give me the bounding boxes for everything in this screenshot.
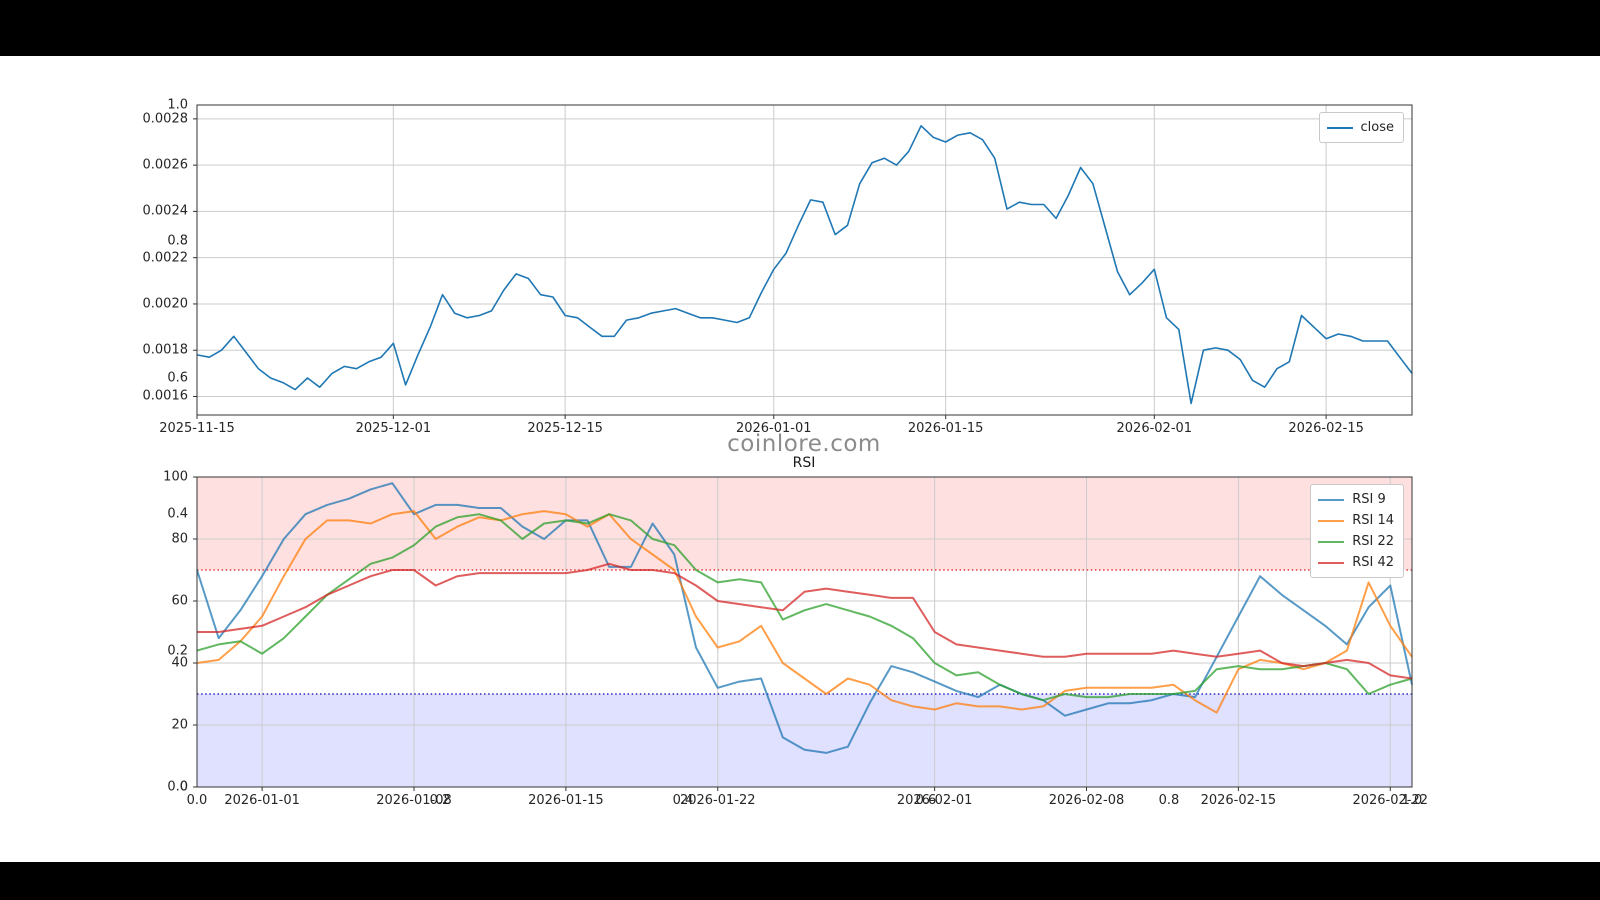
x-tick-label: 2026-01-01	[735, 421, 812, 436]
y-tick-label: 0	[179, 779, 188, 795]
legend-label-rsi22: RSI 22	[1352, 534, 1394, 549]
x-tick-label: 2026-01-15	[907, 421, 984, 436]
x-tick-label: 2026-01-08	[376, 793, 452, 808]
rsi22-line-swatch	[1318, 540, 1345, 543]
rsi42-line-swatch	[1318, 561, 1345, 564]
y-tick-label: 0.0022	[142, 250, 189, 266]
x-tick-label: 2025-12-15	[527, 421, 603, 436]
overlay-y-tick-label: 0.4	[167, 506, 188, 522]
rsi-legend: RSI 9 RSI 14 RSI 22 RSI 42	[1310, 484, 1404, 578]
y-tick-label: 100	[163, 469, 188, 485]
x-tick-label: 2026-01-15	[528, 793, 604, 808]
rsi14-line-swatch	[1318, 519, 1345, 522]
y-tick-label: 0.0016	[142, 388, 189, 404]
rsi-chart-plot	[193, 476, 1413, 791]
y-tick-label: 0.0020	[142, 296, 189, 312]
y-tick-label: 0.0026	[142, 157, 189, 173]
y-tick-label: 60	[171, 593, 188, 609]
legend-item-rsi42: RSI 42	[1318, 552, 1394, 573]
legend-label-rsi42: RSI 42	[1352, 555, 1394, 570]
x-tick-label: 2026-01-01	[224, 793, 300, 808]
x-tick-label: 2026-02-01	[1116, 421, 1193, 436]
x-tick-label: 2026-02-22	[1352, 793, 1429, 808]
price-chart-plot	[193, 104, 1413, 419]
overlay-x-tick-label: 0.6	[915, 793, 937, 808]
overlay-y-tick-label: 0.2	[167, 643, 188, 659]
rsi9-line-swatch	[1318, 498, 1345, 501]
x-tick-label: 2026-02-01	[896, 793, 973, 808]
legend-label-rsi9: RSI 9	[1352, 492, 1386, 507]
x-tick-label: 2025-11-15	[159, 421, 235, 436]
y-tick-label: 0.0028	[142, 111, 189, 127]
legend-item-rsi22: RSI 22	[1318, 531, 1394, 552]
legend-item-close: close	[1326, 117, 1394, 138]
legend-label-close: close	[1360, 120, 1394, 135]
y-tick-label: 40	[171, 655, 188, 671]
overlay-x-tick-label: 0.0	[186, 793, 208, 808]
y-tick-label: 80	[171, 531, 188, 547]
x-tick-label: 2026-02-15	[1200, 793, 1277, 808]
overlay-x-tick-label: 1.0	[1401, 793, 1423, 808]
overlay-y-tick-label: 0.0	[167, 779, 188, 795]
overlay-y-tick-label: 0.6	[167, 370, 188, 386]
x-tick-label: 2025-12-01	[355, 421, 432, 436]
legend-label-rsi14: RSI 14	[1352, 513, 1394, 528]
figure-background	[0, 56, 1600, 862]
x-tick-label: 2026-01-22	[679, 793, 756, 808]
close-line-swatch	[1326, 126, 1353, 129]
y-tick-label: 0.0024	[142, 203, 189, 219]
overlay-y-tick-label: 1.0	[167, 97, 188, 113]
overlay-x-tick-label: 0.4	[672, 793, 694, 808]
watermark: coinlore.com	[727, 431, 881, 457]
y-tick-label: 0.0018	[142, 342, 189, 358]
x-tick-label: 2026-02-08	[1048, 793, 1125, 808]
y-tick-label: 20	[171, 717, 188, 733]
overlay-x-tick-label: 0.2	[429, 793, 451, 808]
rsi-chart-title: RSI	[792, 455, 816, 471]
legend-item-rsi9: RSI 9	[1318, 489, 1394, 510]
legend-item-rsi14: RSI 14	[1318, 510, 1394, 531]
overlay-y-tick-label: 0.8	[167, 233, 188, 249]
x-tick-label: 2026-02-15	[1288, 421, 1364, 436]
overlay-x-tick-label: 0.8	[1158, 793, 1180, 808]
price-legend: close	[1318, 112, 1404, 143]
